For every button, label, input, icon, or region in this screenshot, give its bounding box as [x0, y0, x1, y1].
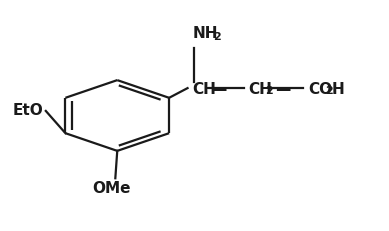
Text: 2: 2: [265, 86, 273, 96]
Text: OMe: OMe: [92, 181, 131, 196]
Text: 2: 2: [213, 33, 221, 43]
Text: H: H: [331, 82, 344, 97]
Text: CH: CH: [193, 82, 216, 97]
Text: CH: CH: [249, 82, 272, 97]
Text: —: —: [211, 82, 226, 97]
Text: —: —: [275, 82, 290, 97]
Text: CO: CO: [308, 82, 333, 97]
Text: NH: NH: [193, 26, 218, 41]
Text: EtO: EtO: [13, 103, 44, 119]
Text: 2: 2: [325, 86, 333, 96]
